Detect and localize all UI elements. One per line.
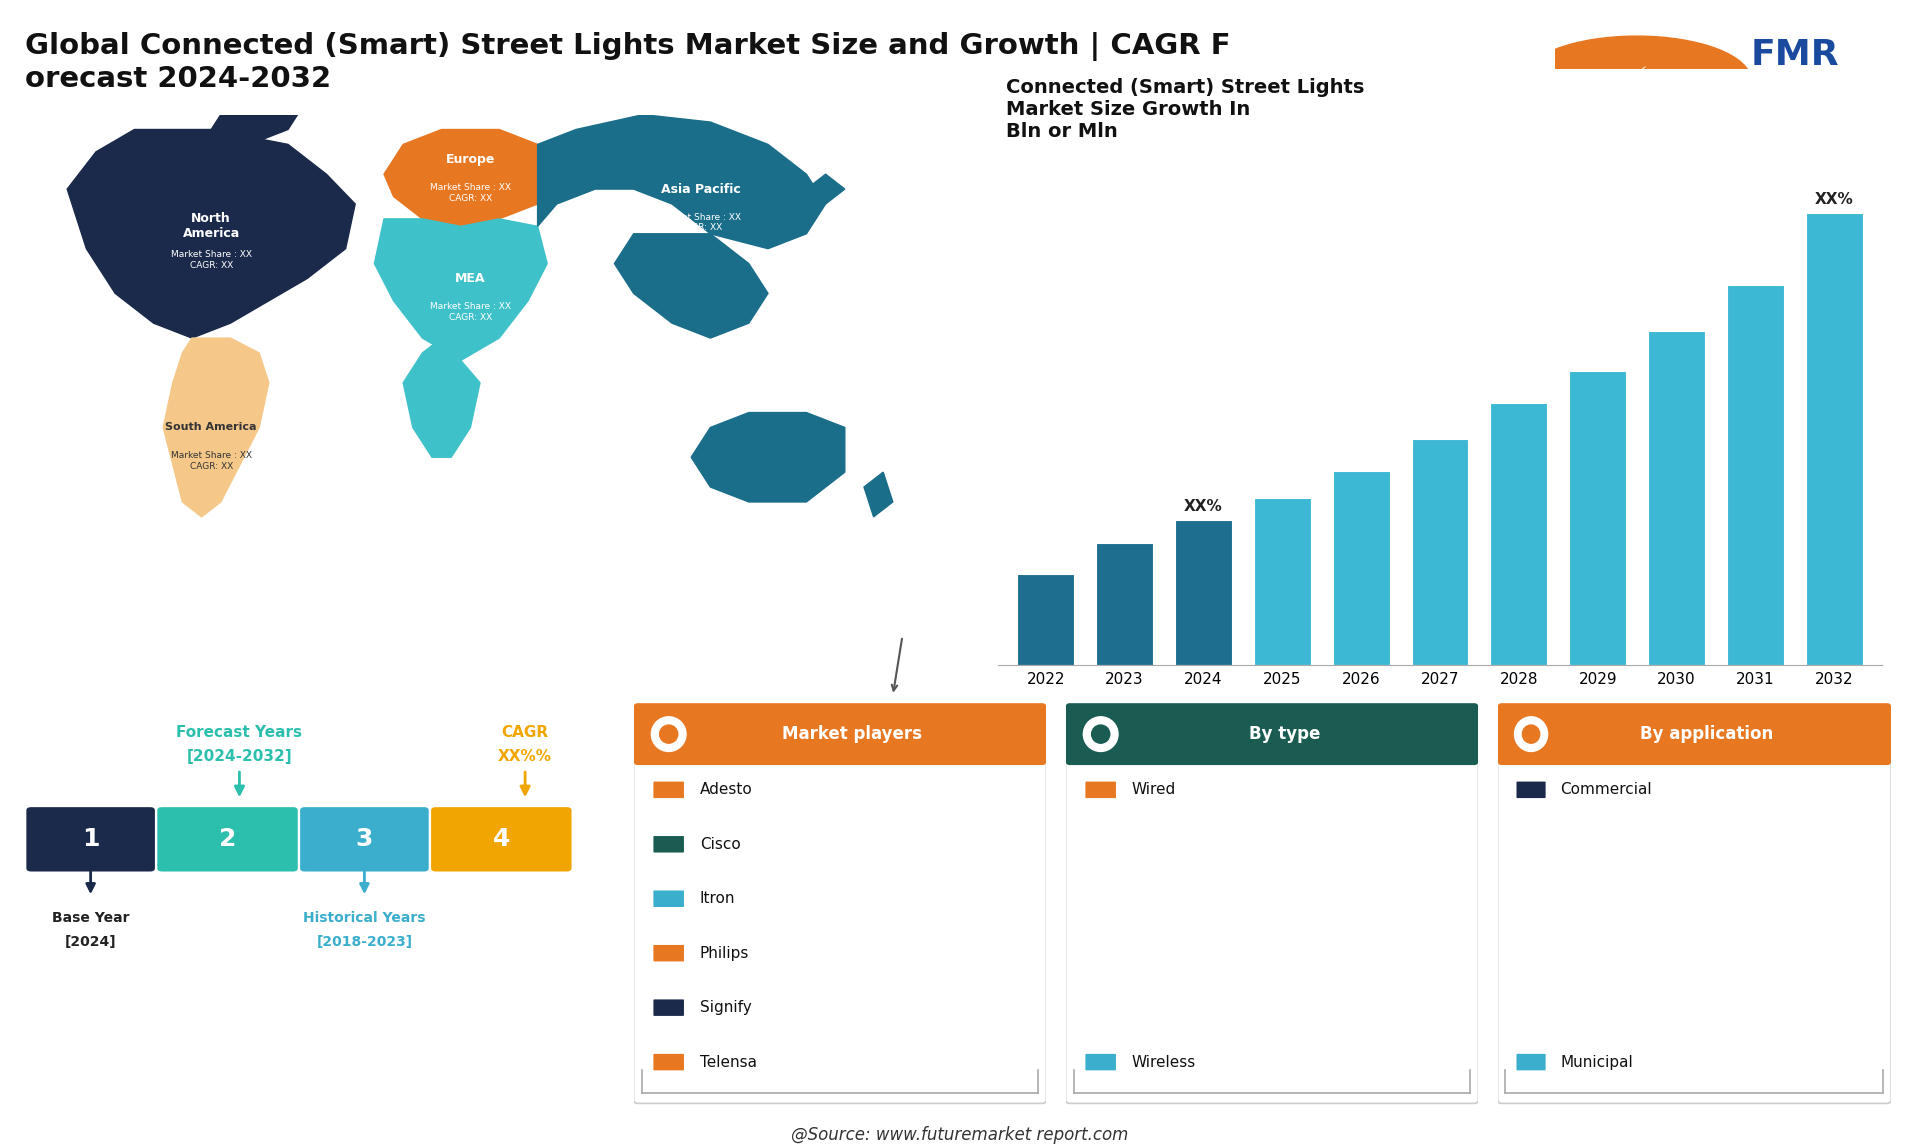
FancyBboxPatch shape xyxy=(1066,707,1478,1104)
Text: XX%: XX% xyxy=(1814,193,1853,207)
Polygon shape xyxy=(211,85,307,144)
Text: Cisco: Cisco xyxy=(699,837,741,851)
Text: MEA: MEA xyxy=(455,272,486,285)
Text: [2024-2032]: [2024-2032] xyxy=(186,749,292,764)
Polygon shape xyxy=(806,174,845,204)
Text: Market Share : XX
CAGR: XX: Market Share : XX CAGR: XX xyxy=(171,250,252,269)
Text: Base Year: Base Year xyxy=(52,911,129,925)
Text: Global Connected (Smart) Street Lights Market Size and Growth | CAGR F
orecast 2: Global Connected (Smart) Street Lights M… xyxy=(25,32,1231,94)
FancyBboxPatch shape xyxy=(653,1054,684,1070)
FancyBboxPatch shape xyxy=(1066,704,1478,766)
FancyBboxPatch shape xyxy=(1498,707,1891,1104)
Text: Signify: Signify xyxy=(699,1000,751,1015)
FancyBboxPatch shape xyxy=(634,707,1046,1104)
Text: Historical Years: Historical Years xyxy=(303,911,426,925)
FancyBboxPatch shape xyxy=(653,999,684,1015)
FancyBboxPatch shape xyxy=(1517,1054,1546,1070)
Bar xyxy=(1647,330,1705,665)
Bar xyxy=(1332,471,1390,665)
FancyBboxPatch shape xyxy=(634,704,1046,766)
FancyBboxPatch shape xyxy=(653,837,684,853)
Text: Adesto: Adesto xyxy=(699,783,753,798)
Polygon shape xyxy=(374,219,547,360)
Text: Asia Pacific: Asia Pacific xyxy=(660,182,741,196)
FancyBboxPatch shape xyxy=(653,945,684,961)
Polygon shape xyxy=(163,338,269,517)
Text: 4: 4 xyxy=(493,827,511,851)
Text: Connected (Smart) Street Lights
Market Size Growth In
Bln or Mln: Connected (Smart) Street Lights Market S… xyxy=(1006,78,1365,141)
FancyBboxPatch shape xyxy=(653,890,684,906)
Text: CAGR: CAGR xyxy=(501,724,549,739)
Text: Europe: Europe xyxy=(445,152,495,166)
Circle shape xyxy=(660,725,678,744)
FancyBboxPatch shape xyxy=(653,782,684,798)
Text: FUTURE MARKET REPORT: FUTURE MARKET REPORT xyxy=(1751,95,1864,103)
Text: By application: By application xyxy=(1640,725,1772,743)
FancyBboxPatch shape xyxy=(432,807,572,871)
Text: [2018-2023]: [2018-2023] xyxy=(317,935,413,950)
Bar xyxy=(1175,520,1233,665)
Text: Market Share : XX
CAGR: XX: Market Share : XX CAGR: XX xyxy=(430,303,511,322)
Text: North
America: North America xyxy=(182,212,240,241)
FancyBboxPatch shape xyxy=(157,807,298,871)
FancyBboxPatch shape xyxy=(1517,782,1546,798)
FancyBboxPatch shape xyxy=(1085,1054,1116,1070)
Circle shape xyxy=(1092,725,1110,744)
Text: Market players: Market players xyxy=(781,725,922,743)
Bar xyxy=(1490,403,1548,665)
Text: Wireless: Wireless xyxy=(1131,1054,1196,1069)
Circle shape xyxy=(1523,725,1540,744)
Text: XX%: XX% xyxy=(1185,500,1223,515)
Bar xyxy=(1254,497,1311,665)
Bar xyxy=(1411,439,1469,665)
Circle shape xyxy=(651,716,685,752)
Circle shape xyxy=(1515,716,1548,752)
FancyBboxPatch shape xyxy=(1085,782,1116,798)
Text: XX%%: XX%% xyxy=(497,749,553,764)
Polygon shape xyxy=(864,472,893,517)
Text: Commercial: Commercial xyxy=(1561,783,1653,798)
FancyBboxPatch shape xyxy=(27,807,156,871)
Text: Market Share : XX
CAGR: XX: Market Share : XX CAGR: XX xyxy=(430,183,511,203)
Bar xyxy=(1728,285,1784,665)
Polygon shape xyxy=(691,413,845,502)
Bar xyxy=(1096,543,1152,665)
Text: By type: By type xyxy=(1248,725,1321,743)
Text: Forecast Years: Forecast Years xyxy=(177,724,303,739)
Text: @Source: www.futuremarket report.com: @Source: www.futuremarket report.com xyxy=(791,1127,1129,1144)
Text: Wired: Wired xyxy=(1131,783,1175,798)
Circle shape xyxy=(1083,716,1117,752)
Text: FMR: FMR xyxy=(1751,38,1839,72)
Text: Itron: Itron xyxy=(699,892,735,906)
Circle shape xyxy=(1523,37,1751,125)
Text: 2: 2 xyxy=(219,827,236,851)
Polygon shape xyxy=(384,129,557,226)
Text: Philips: Philips xyxy=(699,945,749,960)
Polygon shape xyxy=(614,234,768,338)
Text: Municipal: Municipal xyxy=(1561,1054,1634,1069)
Bar xyxy=(1569,371,1626,665)
Text: 1: 1 xyxy=(83,827,100,851)
Bar xyxy=(1807,213,1862,665)
FancyBboxPatch shape xyxy=(300,807,428,871)
Polygon shape xyxy=(67,129,355,338)
Text: Market Share : XX
CAGR: XX: Market Share : XX CAGR: XX xyxy=(171,452,252,471)
Text: Telensa: Telensa xyxy=(699,1054,756,1069)
Text: 3: 3 xyxy=(355,827,372,851)
FancyBboxPatch shape xyxy=(1498,704,1891,766)
Polygon shape xyxy=(538,115,826,249)
Text: ⚡: ⚡ xyxy=(1626,65,1647,95)
Text: Market Share : XX
CAGR: XX: Market Share : XX CAGR: XX xyxy=(660,213,741,233)
Polygon shape xyxy=(403,338,480,457)
Text: South America: South America xyxy=(165,423,257,432)
Text: [2024]: [2024] xyxy=(65,935,117,950)
Bar xyxy=(1018,574,1073,665)
